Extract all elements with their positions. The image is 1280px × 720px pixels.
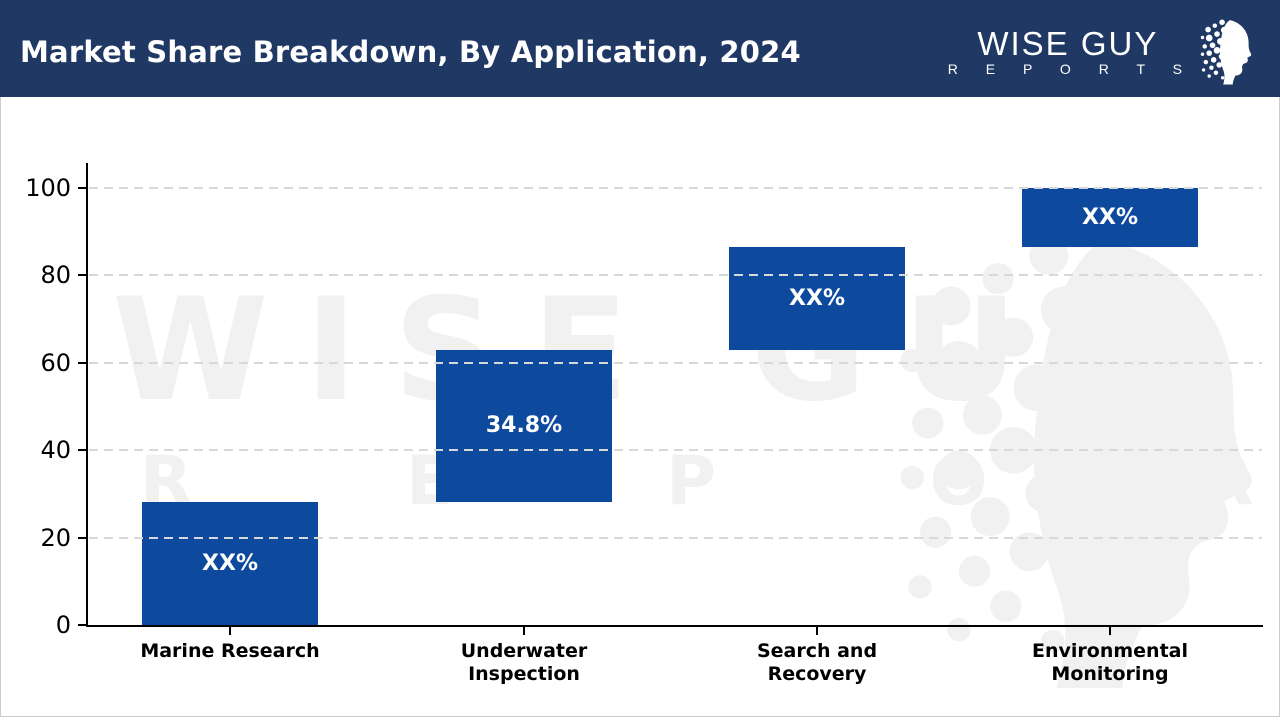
bar-underwater-inspection: 34.8% (436, 349, 612, 502)
page-title: Market Share Breakdown, By Application, … (20, 34, 801, 69)
x-axis-label-line: Environmental (1032, 640, 1188, 662)
header-bar: Market Share Breakdown, By Application, … (0, 0, 1280, 97)
bar-search-and-recovery: XX% (729, 246, 905, 350)
x-axis (86, 625, 1263, 627)
y-tick (78, 361, 86, 364)
gridline (89, 536, 1262, 539)
x-axis-label-line: Monitoring (1051, 663, 1169, 685)
x-axis-label-line: Recovery (767, 663, 867, 685)
x-axis-label-line: Search and (756, 640, 878, 662)
x-tick (816, 627, 818, 635)
x-axis-label: Underwater Inspection (404, 640, 644, 686)
logo-face-icon (1200, 19, 1252, 84)
gridline (89, 274, 1262, 277)
bar-value-label: XX% (789, 285, 845, 311)
x-axis-label-line: Inspection (468, 663, 580, 685)
bar-value-label: 34.8% (485, 413, 563, 439)
logo-wordmark-line2: R E P O R T S (947, 60, 1194, 77)
y-tick-label: 60 (40, 348, 71, 377)
y-tick (78, 187, 86, 189)
y-tick (78, 274, 86, 277)
logo-wordmark: WISE GUY R E P O R T S (942, 24, 1194, 77)
logo-wordmark-line1: WISE GUY (977, 24, 1159, 62)
y-tick-label: 80 (40, 261, 71, 290)
content-border-left (0, 97, 1, 717)
x-tick (1109, 627, 1111, 635)
gridline (89, 449, 1262, 452)
x-tick (229, 627, 231, 635)
y-tick-label: 0 (55, 611, 71, 639)
y-axis (86, 163, 88, 627)
x-axis-label: Environmental Monitoring (990, 640, 1230, 686)
y-tick (78, 536, 86, 539)
x-axis-label: Marine Research (110, 640, 350, 663)
bar-marine-research: XX% (142, 501, 318, 625)
wise-guy-logo: WISE GUY R E P O R T S (942, 12, 1254, 92)
x-axis-label-line: Underwater (460, 640, 588, 662)
x-tick (523, 627, 525, 635)
bar-value-label: XX% (1082, 204, 1138, 230)
y-tick-label: 100 (25, 174, 71, 202)
gridline (89, 361, 1262, 364)
x-axis-label-line: Marine Research (140, 640, 320, 662)
bar-environmental-monitoring: XX% (1022, 188, 1198, 247)
bar-value-label: XX% (202, 550, 258, 576)
y-tick-label: 20 (40, 523, 71, 552)
y-tick (78, 624, 86, 626)
x-axis-label: Search and Recovery (697, 640, 937, 686)
content-border-bottom (0, 716, 1280, 717)
y-tick (78, 449, 86, 452)
gridline (89, 187, 1262, 189)
y-tick-label: 40 (40, 436, 71, 465)
